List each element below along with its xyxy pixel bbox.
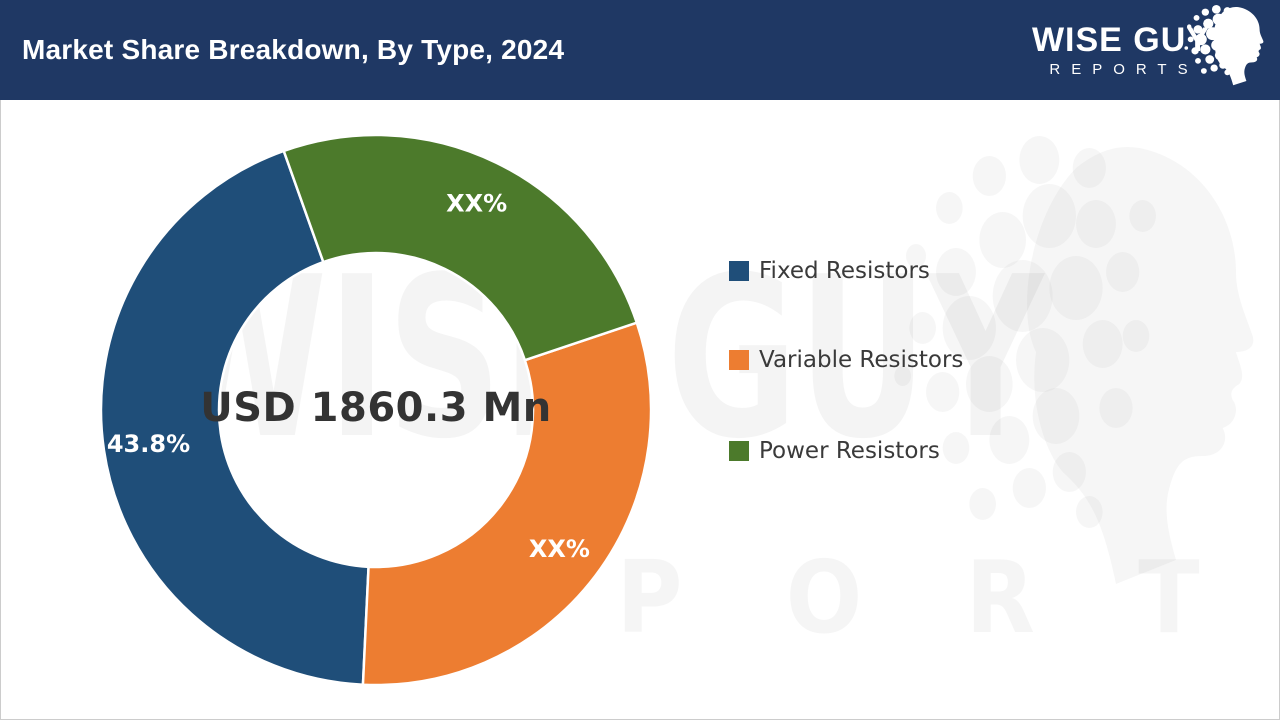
donut-chart: 43.8% XX% XX% xyxy=(99,133,653,687)
chart-canvas: WISE GUY R E P O R T S 43.8%XX%XX% USD 1… xyxy=(0,100,1280,720)
slice-fixed-resistors xyxy=(99,149,370,686)
legend-label: Variable Resistors xyxy=(759,347,964,373)
slice-power-resistors xyxy=(282,133,639,362)
header-bar: Market Share Breakdown, By Type, 2024 WI… xyxy=(0,0,1280,100)
legend-label: Power Resistors xyxy=(759,438,940,464)
chart-title: Market Share Breakdown, By Type, 2024 xyxy=(22,34,565,65)
logo-wordmark: WISE GUY xyxy=(1031,20,1210,59)
legend-swatch-fixed xyxy=(729,261,749,281)
slice-variable-resistors xyxy=(361,321,653,687)
legend-item-fixed-resistors: Fixed Resistors xyxy=(729,257,930,285)
wiseguy-logo-text: WISE GUY REPORTS xyxy=(1032,23,1210,78)
slice-label-variable-resistors: XX% xyxy=(529,535,590,563)
logo-subtitle: REPORTS xyxy=(1049,60,1199,78)
wiseguy-logo: WISE GUY REPORTS xyxy=(1032,5,1264,93)
legend-item-power-resistors: Power Resistors xyxy=(729,437,940,465)
slice-label-power-resistors: XX% xyxy=(446,190,507,218)
legend-item-variable-resistors: Variable Resistors xyxy=(729,346,963,374)
donut-center-value: USD 1860.3 Mn xyxy=(200,385,552,431)
legend-swatch-variable xyxy=(729,350,749,370)
wiseguy-face-icon xyxy=(1184,5,1264,86)
slice-label-fixed-resistors: 43.8% xyxy=(107,430,190,458)
legend-label: Fixed Resistors xyxy=(759,258,930,284)
legend-swatch-power xyxy=(729,441,749,461)
